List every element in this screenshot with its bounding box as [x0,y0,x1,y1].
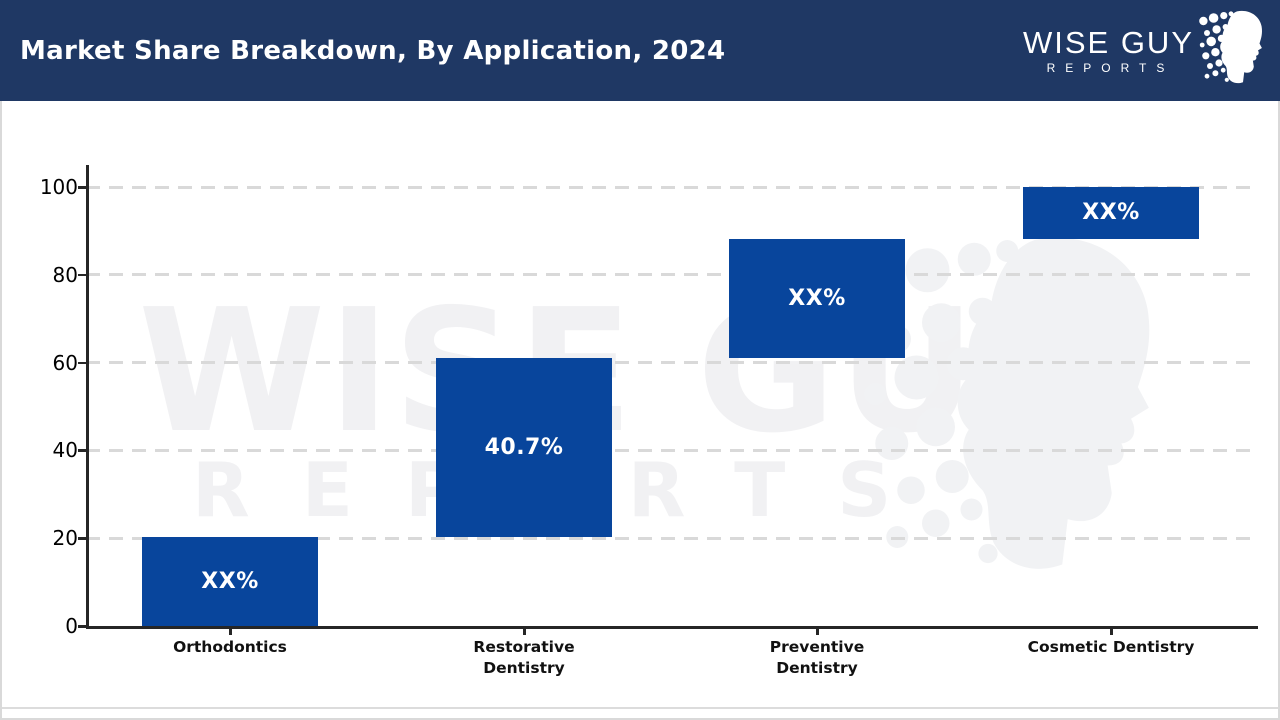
logo-name: WISE GUY [1022,25,1194,60]
x-tick-mark-restorative-dentistry [523,628,526,635]
watermark-head-icon [861,237,1150,569]
x-category-line: Orthodontics [173,638,287,656]
x-category-label-preventive-dentistry: Preventive Dentistry [687,637,947,679]
x-category-line: Cosmetic Dentistry [1027,638,1195,656]
gridline-20 [86,536,1258,540]
bar-value-label: XX% [788,286,846,311]
y-tick-mark-20 [78,537,86,540]
bar-cosmetic-dentistry: XX% [1023,187,1199,239]
head-profile-icon [1199,10,1262,83]
header-bar: Market Share Breakdown, By Application, … [0,0,1280,101]
chart-area: WISE GUY REPORTS 020406080100XX%Orthodon… [0,101,1280,720]
x-category-line: Dentistry [483,659,565,677]
y-tick-mark-80 [78,273,86,277]
page-title: Market Share Breakdown, By Application, … [20,35,726,66]
y-tick-label-0: 0 [65,614,78,638]
gridline-40 [86,448,1258,452]
bar-value-label: 40.7% [484,435,564,461]
y-tick-mark-40 [78,449,86,452]
logo-text: WISE GUY REPORTS [1022,25,1194,76]
y-tick-mark-100 [78,186,86,189]
x-category-label-restorative-dentistry: Restorative Dentistry [394,637,654,679]
x-category-line: Dentistry [776,659,858,677]
x-category-line: Preventive [769,638,865,656]
y-tick-mark-60 [78,361,86,365]
gridline-60 [86,361,1258,365]
x-tick-mark-cosmetic-dentistry [1110,628,1113,635]
y-tick-mark-0 [78,625,86,628]
y-tick-label-80: 80 [52,262,78,287]
y-tick-label-60: 60 [52,350,78,375]
y-tick-label-20: 20 [52,526,78,551]
logo-subtitle: REPORTS [1046,61,1175,75]
bar-value-label: XX% [1082,200,1140,226]
x-category-label-cosmetic-dentistry: Cosmetic Dentistry [981,637,1241,658]
bar-value-label: XX% [201,568,259,594]
x-category-label-orthodontics: Orthodontics [100,637,360,658]
bar-orthodontics: XX% [142,536,318,626]
bar-restorative-dentistry: 40.7% [436,358,612,537]
x-axis-line [86,626,1258,629]
gridline-100 [86,185,1258,189]
x-tick-mark-orthodontics [229,628,232,635]
wise-guy-logo: WISE GUY REPORTS [1023,9,1270,93]
y-axis-line [86,165,89,628]
x-category-line: Restorative [473,638,575,656]
y-tick-label-100: 100 [39,175,78,199]
figure-bottom-divider [2,707,1278,709]
y-tick-label-40: 40 [52,438,78,463]
x-tick-mark-preventive-dentistry [816,628,819,635]
gridline-80 [86,273,1258,277]
bar-preventive-dentistry: XX% [729,238,905,359]
